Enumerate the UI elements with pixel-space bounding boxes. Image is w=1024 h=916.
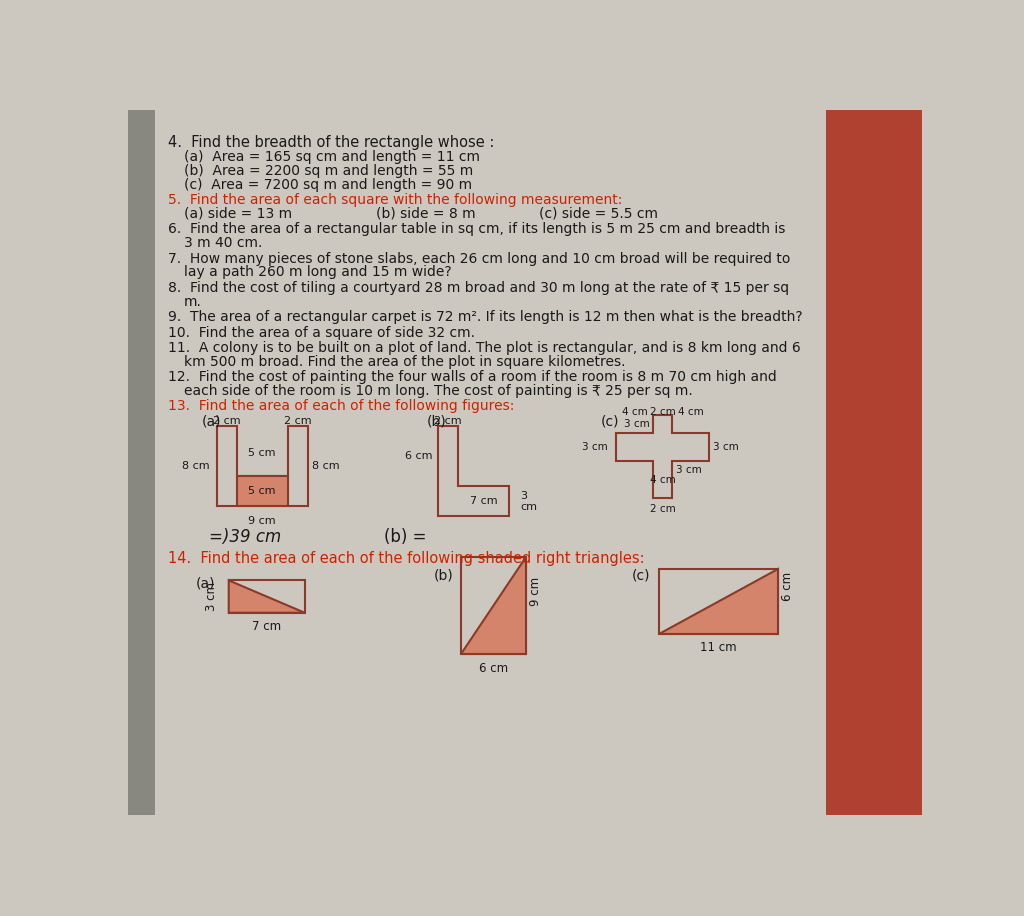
Text: (b): (b) bbox=[426, 415, 446, 429]
Text: 3
cm: 3 cm bbox=[520, 491, 538, 512]
Text: 13.  Find the area of each of the following figures:: 13. Find the area of each of the followi… bbox=[168, 399, 515, 413]
Text: m.: m. bbox=[183, 295, 202, 309]
Text: 3 cm: 3 cm bbox=[676, 465, 701, 474]
Text: 3 cm: 3 cm bbox=[205, 582, 218, 611]
Text: 6.  Find the area of a rectangular table in sq cm, if its length is 5 m 25 cm an: 6. Find the area of a rectangular table … bbox=[168, 223, 785, 236]
Text: 11 cm: 11 cm bbox=[700, 641, 737, 654]
Text: 6 cm: 6 cm bbox=[404, 452, 432, 462]
Text: 6 cm: 6 cm bbox=[479, 662, 508, 675]
Text: 7 cm: 7 cm bbox=[470, 496, 497, 507]
Text: 10.  Find the area of a square of side 32 cm.: 10. Find the area of a square of side 32… bbox=[168, 325, 475, 340]
Text: (c) side = 5.5 cm: (c) side = 5.5 cm bbox=[539, 207, 657, 221]
Text: 8 cm: 8 cm bbox=[181, 462, 209, 472]
Text: (a) side = 13 m: (a) side = 13 m bbox=[183, 207, 292, 221]
Polygon shape bbox=[658, 569, 778, 634]
Text: 8 cm: 8 cm bbox=[311, 462, 339, 472]
Text: 3 cm: 3 cm bbox=[624, 420, 649, 429]
Text: 4.  Find the breadth of the rectangle whose :: 4. Find the breadth of the rectangle who… bbox=[168, 135, 495, 149]
Polygon shape bbox=[128, 110, 155, 815]
Text: (c): (c) bbox=[601, 415, 620, 429]
Polygon shape bbox=[461, 557, 526, 654]
Text: 8.  Find the cost of tiling a courtyard 28 m broad and 30 m long at the rate of : 8. Find the cost of tiling a courtyard 2… bbox=[168, 281, 790, 295]
Text: (c): (c) bbox=[632, 569, 650, 583]
Text: 5 cm: 5 cm bbox=[249, 448, 275, 458]
Text: (c)  Area = 7200 sq m and length = 90 m: (c) Area = 7200 sq m and length = 90 m bbox=[183, 178, 472, 191]
Text: km 500 m broad. Find the area of the plot in square kilometres.: km 500 m broad. Find the area of the plo… bbox=[183, 354, 626, 369]
Text: 14.  Find the area of each of the following shaded right triangles:: 14. Find the area of each of the followi… bbox=[168, 551, 645, 566]
Text: 7 cm: 7 cm bbox=[252, 620, 282, 634]
Text: 11.  A colony is to be built on a plot of land. The plot is rectangular, and is : 11. A colony is to be built on a plot of… bbox=[168, 341, 801, 354]
Text: 9 cm: 9 cm bbox=[248, 516, 275, 526]
Text: (a)  Area = 165 sq cm and length = 11 cm: (a) Area = 165 sq cm and length = 11 cm bbox=[183, 150, 480, 164]
Text: 5 cm: 5 cm bbox=[249, 486, 275, 496]
Text: (b) side = 8 m: (b) side = 8 m bbox=[376, 207, 475, 221]
Text: 3 cm: 3 cm bbox=[582, 442, 607, 453]
Text: 2 cm: 2 cm bbox=[284, 417, 311, 426]
Text: 4 cm: 4 cm bbox=[622, 407, 648, 417]
Text: 2 cm: 2 cm bbox=[650, 504, 676, 514]
Text: each side of the room is 10 m long. The cost of painting is ₹ 25 per sq m.: each side of the room is 10 m long. The … bbox=[183, 384, 692, 398]
Text: 3 m 40 cm.: 3 m 40 cm. bbox=[183, 236, 262, 250]
Polygon shape bbox=[238, 476, 288, 507]
Polygon shape bbox=[825, 110, 922, 815]
Text: 2 cm: 2 cm bbox=[650, 407, 676, 417]
Text: (a): (a) bbox=[202, 415, 221, 429]
Text: 4 cm: 4 cm bbox=[678, 407, 703, 417]
Text: lay a path 260 m long and 15 m wide?: lay a path 260 m long and 15 m wide? bbox=[183, 266, 452, 279]
Text: 2 cm: 2 cm bbox=[434, 417, 462, 426]
Text: (b) =: (b) = bbox=[384, 528, 426, 546]
Text: (b)  Area = 2200 sq m and length = 55 m: (b) Area = 2200 sq m and length = 55 m bbox=[183, 164, 473, 178]
Text: 6 cm: 6 cm bbox=[781, 572, 794, 601]
Text: 2 cm: 2 cm bbox=[213, 417, 241, 426]
Text: 7.  How many pieces of stone slabs, each 26 cm long and 10 cm broad will be requ: 7. How many pieces of stone slabs, each … bbox=[168, 252, 791, 266]
Text: (a): (a) bbox=[197, 576, 216, 591]
Polygon shape bbox=[228, 581, 305, 613]
Text: 9 cm: 9 cm bbox=[529, 577, 542, 605]
Text: 4 cm: 4 cm bbox=[650, 474, 676, 485]
Text: 3 cm: 3 cm bbox=[713, 442, 739, 453]
Text: (b): (b) bbox=[434, 569, 454, 583]
Text: 9.  The area of a rectangular carpet is 72 m². If its length is 12 m then what i: 9. The area of a rectangular carpet is 7… bbox=[168, 311, 803, 324]
Text: 5.  Find the area of each square with the following measurement:: 5. Find the area of each square with the… bbox=[168, 193, 623, 207]
Text: 12.  Find the cost of painting the four walls of a room if the room is 8 m 70 cm: 12. Find the cost of painting the four w… bbox=[168, 370, 777, 384]
Text: =)39 cm: =)39 cm bbox=[209, 528, 282, 546]
